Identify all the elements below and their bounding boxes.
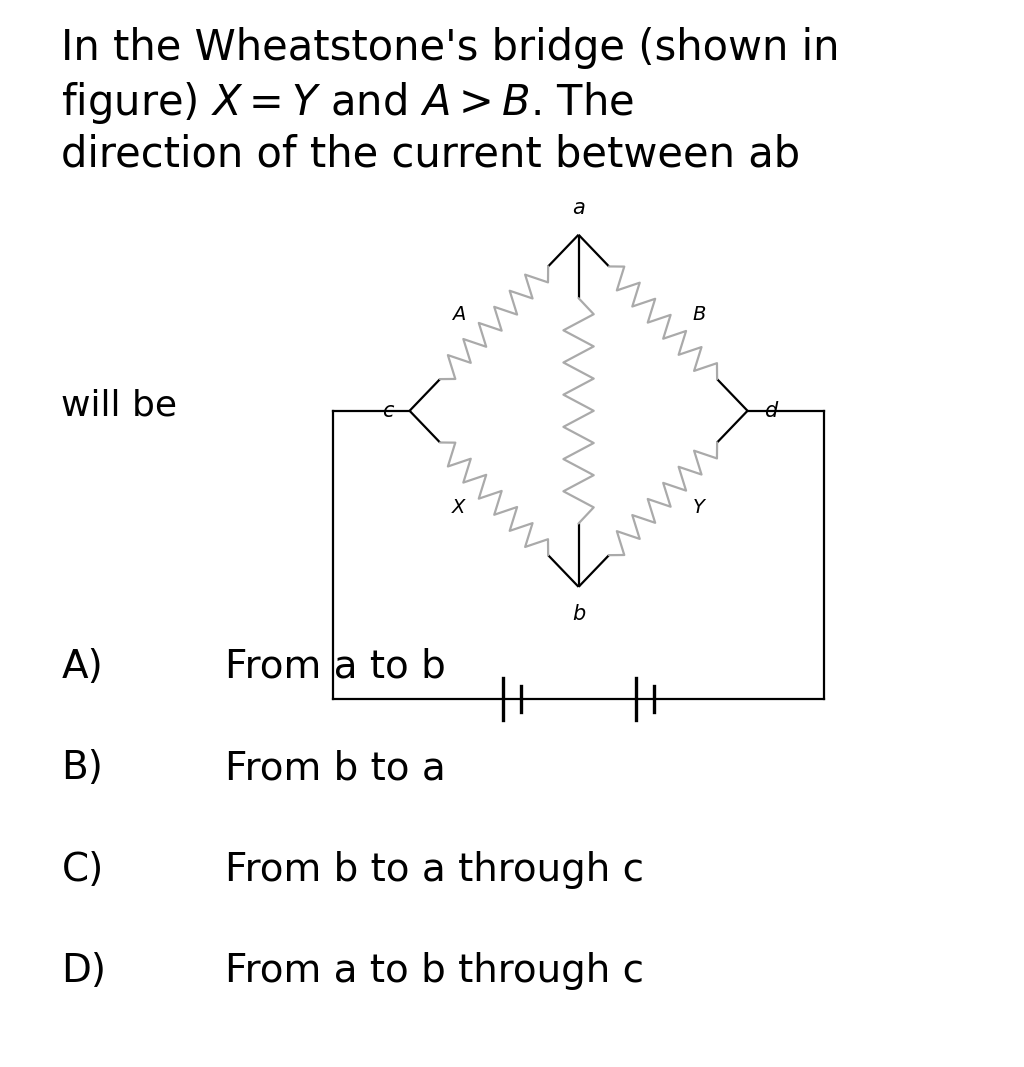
Text: From a to b: From a to b xyxy=(225,648,446,686)
Text: figure) $X = Y$ and $A > B$. The: figure) $X = Y$ and $A > B$. The xyxy=(61,80,634,126)
Text: direction of the current between ab: direction of the current between ab xyxy=(61,133,801,175)
Text: A: A xyxy=(452,305,465,323)
Text: B): B) xyxy=(61,749,103,787)
Text: Y: Y xyxy=(693,498,705,516)
Text: From b to a through c: From b to a through c xyxy=(225,850,644,889)
Text: will be: will be xyxy=(61,388,177,423)
Text: C): C) xyxy=(61,850,103,889)
Text: a: a xyxy=(572,197,585,218)
Text: B: B xyxy=(692,305,706,323)
Text: In the Wheatstone's bridge (shown in: In the Wheatstone's bridge (shown in xyxy=(61,27,840,68)
Text: From b to a: From b to a xyxy=(225,749,446,787)
Text: b: b xyxy=(572,604,585,624)
Text: A): A) xyxy=(61,648,103,686)
Text: From a to b through c: From a to b through c xyxy=(225,952,644,990)
Text: d: d xyxy=(764,401,777,420)
Text: X: X xyxy=(452,498,465,516)
Text: c: c xyxy=(382,401,393,420)
Text: D): D) xyxy=(61,952,106,990)
